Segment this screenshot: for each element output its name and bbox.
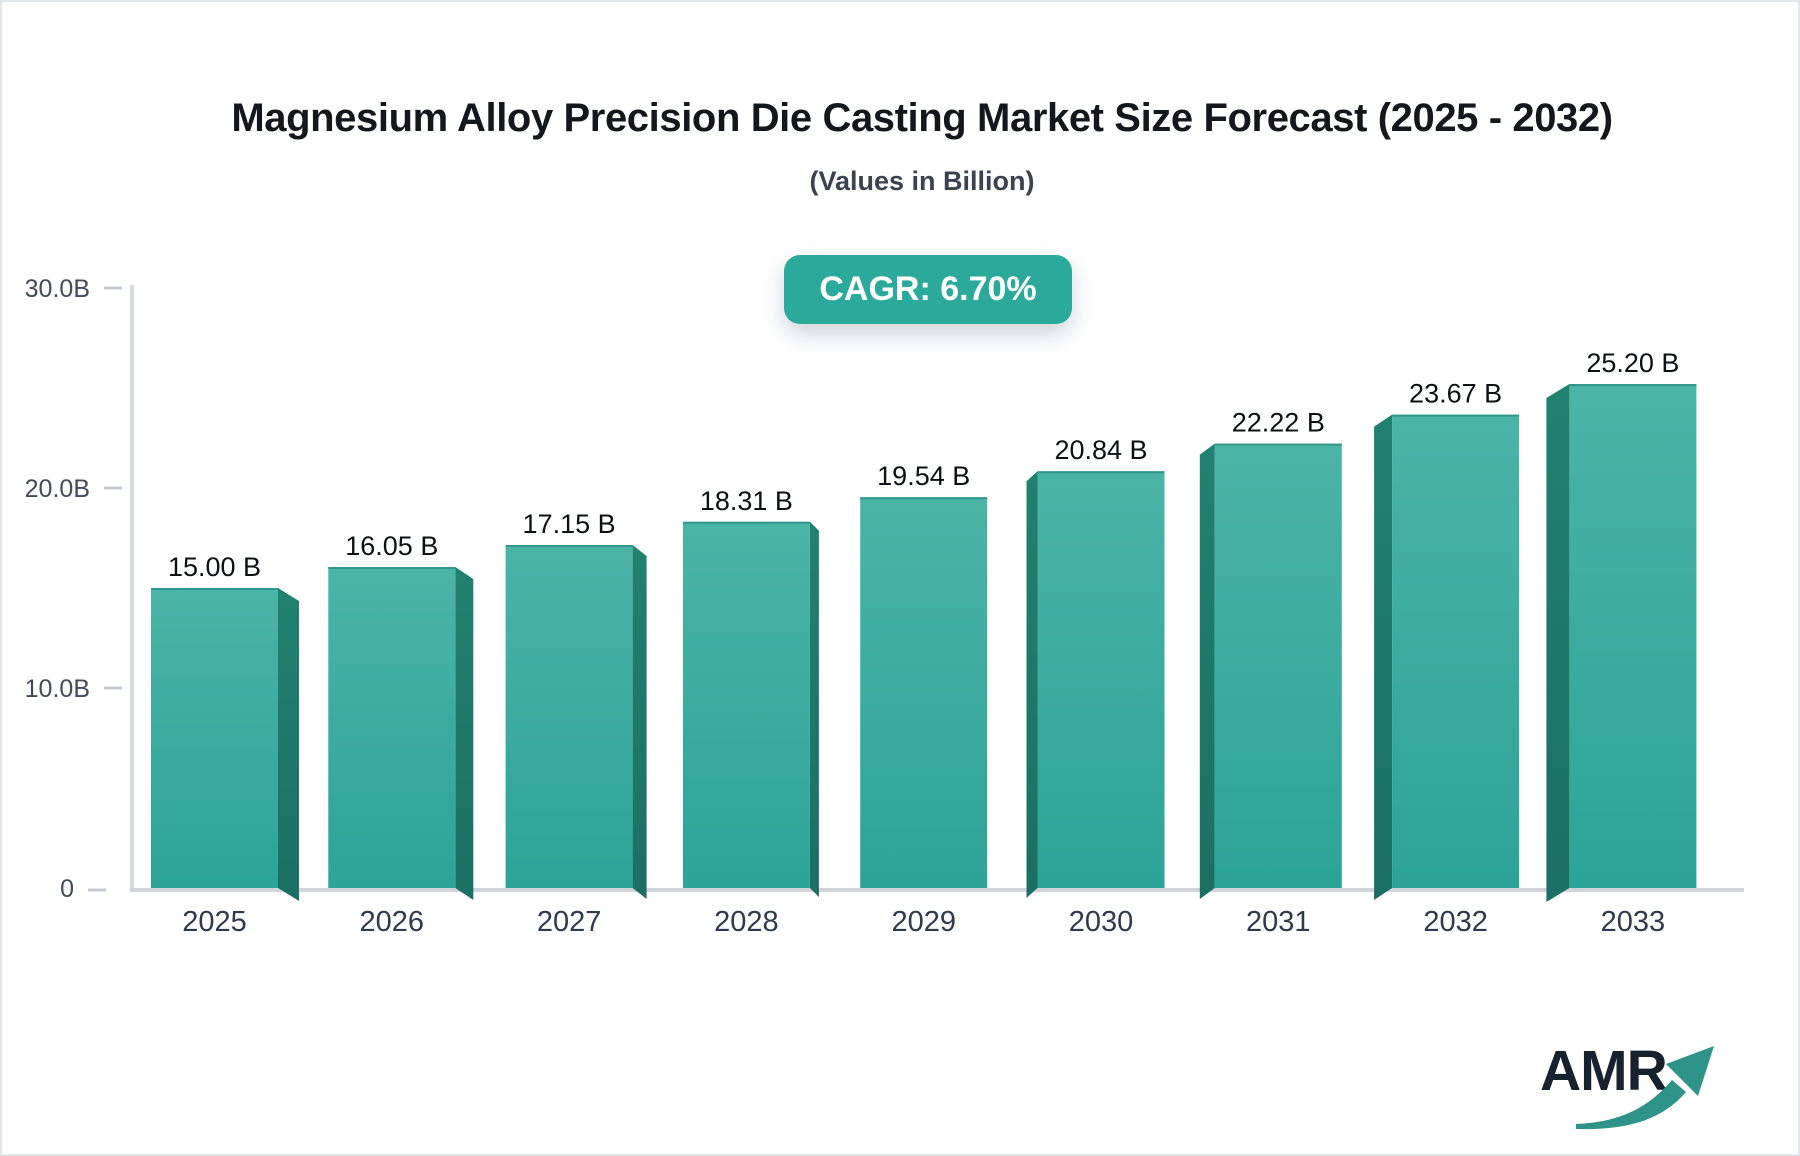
amr-logo-text: AMR xyxy=(1540,1039,1668,1103)
bar-2028 xyxy=(682,521,819,897)
x-axis-label: 2032 xyxy=(1423,906,1488,938)
y-axis-line xyxy=(130,285,134,888)
bar-side-face xyxy=(1374,414,1393,900)
y-axis-tick-label: 30.0B xyxy=(25,275,90,303)
growth-arrow-icon xyxy=(1576,1046,1714,1130)
bar-value-label: 22.22 B xyxy=(1232,408,1325,438)
y-axis-tick-label: 10.0B xyxy=(25,675,90,703)
amr-logo: AMR xyxy=(1540,1032,1740,1142)
x-axis-label: 2030 xyxy=(1069,906,1134,938)
y-axis-tick-label: 20.0B xyxy=(25,475,90,503)
bar-value-label: 19.54 B xyxy=(877,461,970,491)
bar-2032 xyxy=(1374,414,1520,900)
x-axis-label: 2026 xyxy=(360,906,425,938)
cagr-badge: CAGR: 6.70% xyxy=(784,255,1072,324)
bar-value-label: 25.20 B xyxy=(1586,348,1679,378)
bar-front-face xyxy=(151,588,278,888)
bar-side-face xyxy=(809,521,819,897)
bar-side-face xyxy=(1546,384,1570,902)
bar-front-face xyxy=(1569,384,1697,888)
y-axis-tick-label: 0 xyxy=(60,875,74,903)
bar-side-face xyxy=(1026,471,1038,898)
bar-side-face xyxy=(1199,443,1215,899)
chart-title: Magnesium Alloy Precision Die Casting Ma… xyxy=(231,96,1613,140)
bar-front-face xyxy=(328,567,456,888)
bar-front-face xyxy=(1214,443,1342,888)
bar-value-label: 18.31 B xyxy=(700,486,793,516)
x-axis-label: 2031 xyxy=(1246,906,1311,938)
bar-value-label: 20.84 B xyxy=(1054,435,1147,465)
bar-value-label: 15.00 B xyxy=(168,552,261,582)
bar-side-face xyxy=(278,588,299,901)
chart-subtitle: (Values in Billion) xyxy=(809,166,1035,196)
x-axis-label: 2027 xyxy=(537,906,602,938)
bar-side-face xyxy=(632,545,647,899)
bar-front-face xyxy=(860,497,988,888)
cagr-badge-container: CAGR: 6.70% xyxy=(48,255,1798,324)
x-axis-baseline xyxy=(130,888,1744,892)
x-axis-label: 2028 xyxy=(714,906,779,938)
bar-2030 xyxy=(1026,471,1165,898)
bar-value-label: 17.15 B xyxy=(523,509,616,539)
bar-2026 xyxy=(328,567,474,900)
bar-side-face xyxy=(455,567,474,900)
x-axis-label: 2033 xyxy=(1601,906,1666,938)
bar-2033 xyxy=(1546,384,1697,902)
bar-2027 xyxy=(505,545,647,899)
bar-value-label: 23.67 B xyxy=(1409,379,1502,409)
x-axis-label: 2029 xyxy=(891,906,956,938)
bar-2029 xyxy=(860,497,988,888)
bar-2025 xyxy=(151,588,299,901)
bar-front-face xyxy=(1037,471,1165,888)
bar-value-label: 16.05 B xyxy=(345,531,438,561)
bar-2031 xyxy=(1199,443,1342,899)
x-axis-label: 2025 xyxy=(182,906,247,938)
bar-front-face xyxy=(505,545,633,888)
bar-front-face xyxy=(1392,414,1520,888)
bar-front-face xyxy=(682,521,810,888)
